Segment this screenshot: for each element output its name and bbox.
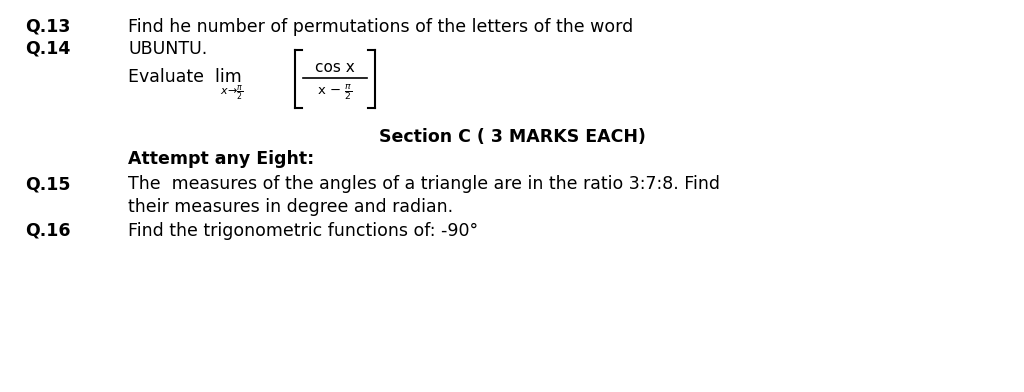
Text: Evaluate  lim: Evaluate lim — [128, 68, 242, 86]
Text: x $-$ $\frac{\pi}{2}$: x $-$ $\frac{\pi}{2}$ — [317, 82, 352, 102]
Text: UBUNTU.: UBUNTU. — [128, 40, 207, 58]
Text: Q.15: Q.15 — [25, 175, 71, 193]
Text: Find he number of permutations of the letters of the word: Find he number of permutations of the le… — [128, 18, 633, 36]
Text: Section C ( 3 MARKS EACH): Section C ( 3 MARKS EACH) — [379, 128, 645, 146]
Text: their measures in degree and radian.: their measures in degree and radian. — [128, 198, 454, 216]
Text: Find the trigonometric functions of: -90°: Find the trigonometric functions of: -90… — [128, 222, 478, 240]
Text: The  measures of the angles of a triangle are in the ratio 3:7:8. Find: The measures of the angles of a triangle… — [128, 175, 720, 193]
Text: Q.13: Q.13 — [25, 18, 71, 36]
Text: $x\!\rightarrow\!\frac{\pi}{2}$: $x\!\rightarrow\!\frac{\pi}{2}$ — [220, 83, 244, 102]
Text: cos x: cos x — [315, 60, 355, 75]
Text: Attempt any Eight:: Attempt any Eight: — [128, 150, 314, 168]
Text: Q.14: Q.14 — [25, 40, 71, 58]
Text: Q.16: Q.16 — [25, 222, 71, 240]
